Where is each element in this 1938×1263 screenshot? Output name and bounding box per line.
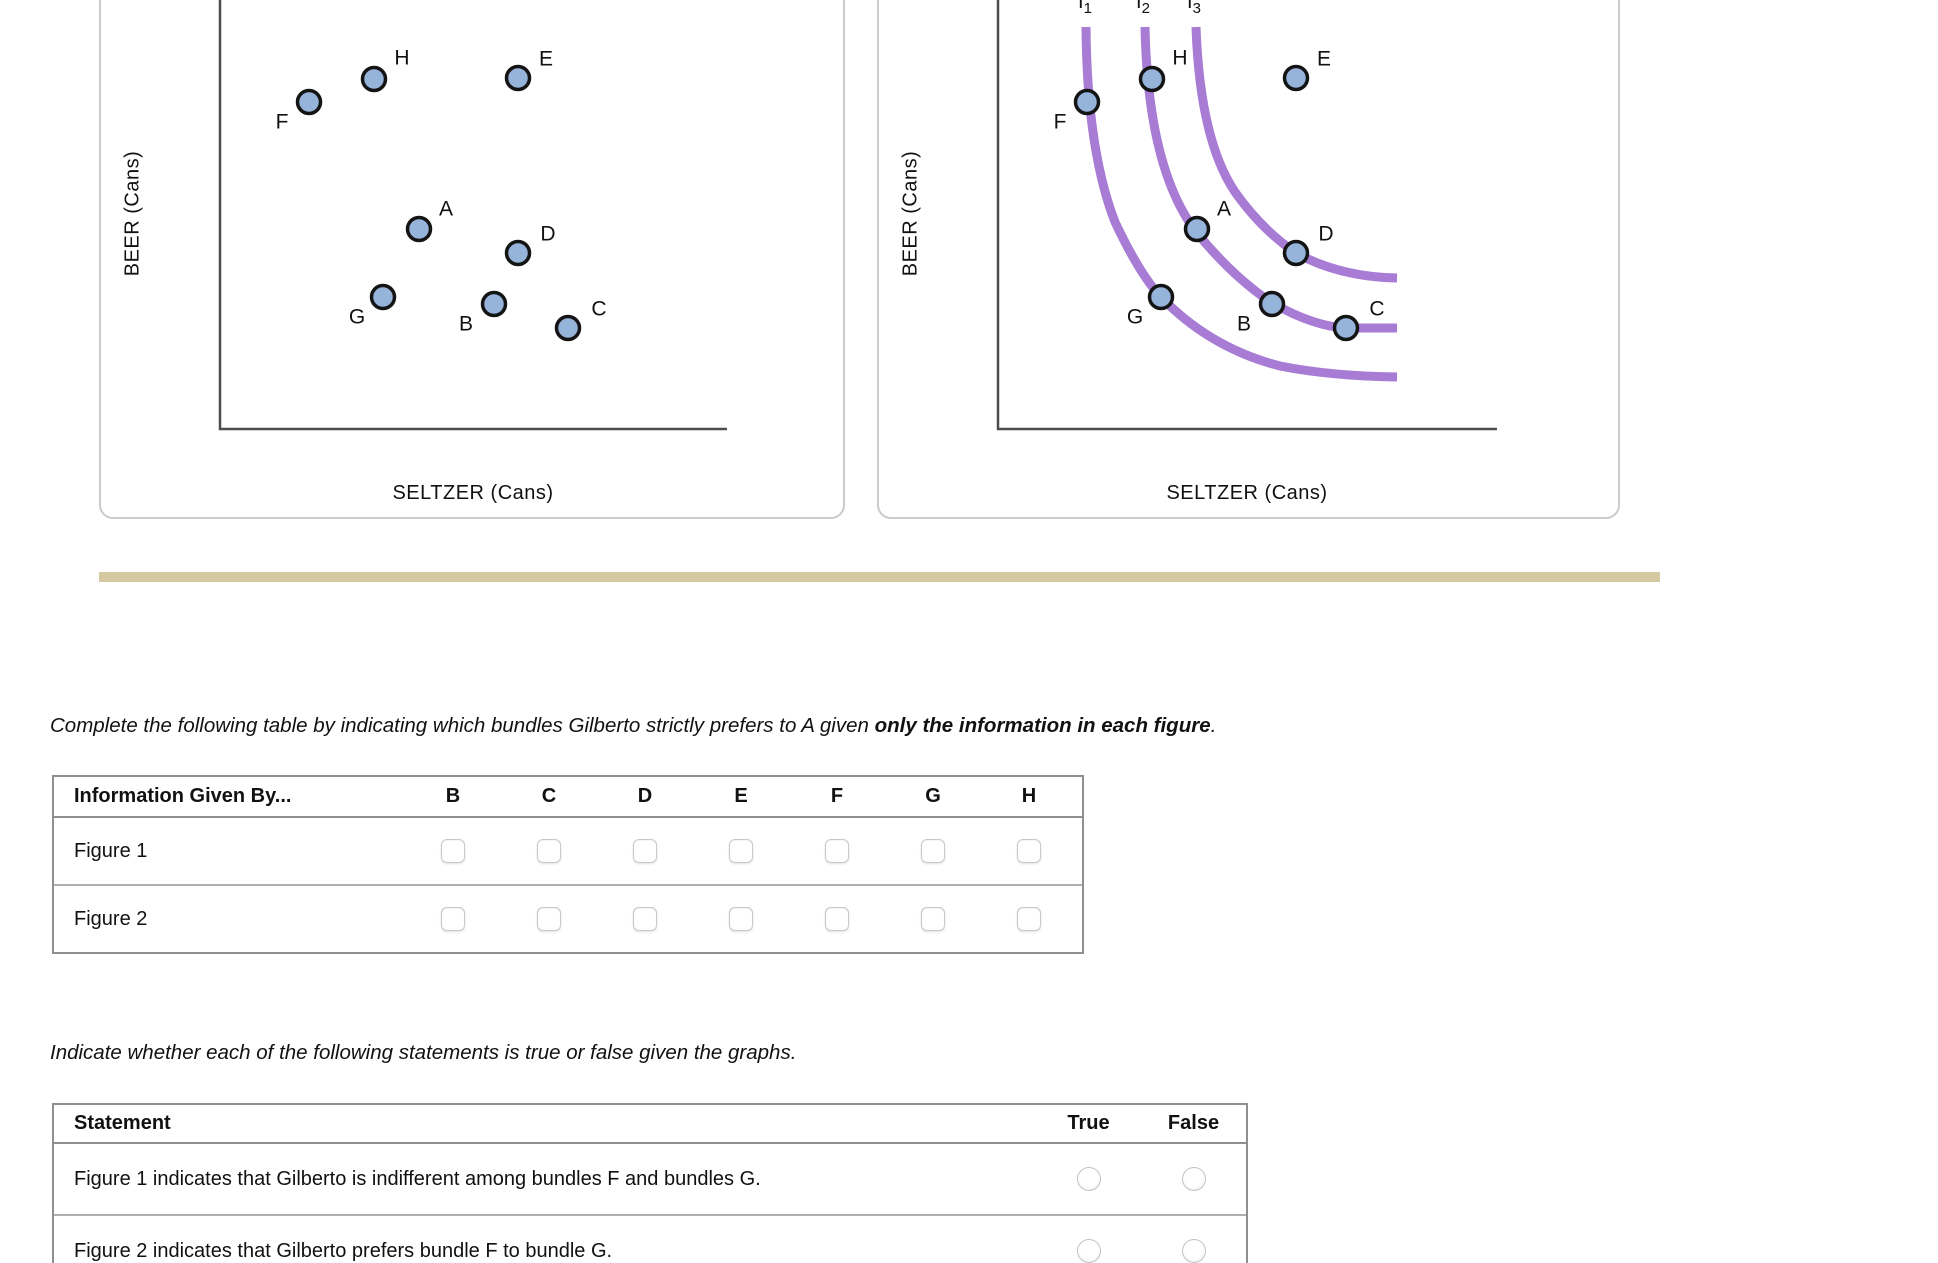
checkbox-cell — [981, 907, 1077, 931]
instruction-bold: only the information in each figure — [874, 714, 1211, 737]
checkbox-figure1-H[interactable] — [1017, 839, 1041, 863]
checkbox-cell — [405, 839, 501, 863]
checkbox-figure2-E[interactable] — [729, 907, 753, 931]
checkbox-figure2-H[interactable] — [1017, 907, 1041, 931]
column-header-B: B — [445, 785, 461, 807]
preference-table-header: Information Given By... B C D E F G H — [54, 777, 1082, 818]
radio-cell — [1141, 1167, 1246, 1191]
curve-label-I2: I2 — [1136, 0, 1150, 20]
truefalse-table: Statement True False Figure 1 indicates … — [52, 1103, 1248, 1263]
statement-row-2: Figure 2 indicates that Gilberto prefers… — [54, 1214, 1246, 1263]
checkbox-cell — [597, 839, 693, 863]
figure2-x-axis-label: SELTZER (Cans) — [1166, 482, 1328, 504]
truefalse-table-body: Figure 1 indicates that Gilberto is indi… — [54, 1144, 1246, 1263]
checkbox-cell — [501, 839, 597, 863]
statement-text: Figure 2 indicates that Gilberto prefers… — [74, 1239, 613, 1262]
statement-text: Figure 1 indicates that Gilberto is indi… — [74, 1167, 761, 1190]
checkbox-cell — [501, 907, 597, 931]
statement-column-header: Statement — [74, 1112, 171, 1134]
figure2-y-axis-label: BEER (Cans) — [899, 150, 922, 277]
column-header-H: H — [1021, 785, 1037, 807]
curve-label-subscript: 3 — [1192, 0, 1201, 17]
preference-table-column-headers: B C D E F G H — [405, 785, 1077, 808]
checkbox-cell — [981, 839, 1077, 863]
instruction-suffix: . — [1210, 714, 1217, 737]
checkbox-cell — [597, 907, 693, 931]
radio-statement1-false[interactable] — [1181, 1167, 1206, 1191]
radio-statement1-true[interactable] — [1076, 1167, 1101, 1191]
checkbox-cell — [789, 839, 885, 863]
checkbox-figure2-B[interactable] — [441, 907, 465, 931]
table-instruction-text: Complete the following table by indicati… — [50, 714, 1216, 738]
preference-table: Information Given By... B C D E F G H Figure 1… — [52, 775, 1084, 954]
figure2-panel — [877, 0, 1620, 519]
checkbox-figure2-G[interactable] — [921, 907, 945, 931]
truefalse-table-header: Statement True False — [54, 1105, 1246, 1144]
curve-label-subscript: 2 — [1141, 0, 1150, 17]
radio-statement2-false[interactable] — [1181, 1239, 1206, 1263]
pref-table-row-figure-2: Figure 2 — [54, 884, 1082, 952]
truefalse-instruction-text: Indicate whether each of the following s… — [50, 1041, 797, 1064]
checkbox-figure1-E[interactable] — [729, 839, 753, 863]
checkbox-cell — [405, 907, 501, 931]
true-column-header: True — [1067, 1112, 1110, 1134]
checkbox-cell — [885, 839, 981, 863]
radio-cell — [1036, 1239, 1141, 1263]
checkbox-figure2-C[interactable] — [537, 907, 561, 931]
checkbox-figure2-D[interactable] — [633, 907, 657, 931]
checkbox-figure1-D[interactable] — [633, 839, 657, 863]
column-header-F: F — [830, 785, 844, 807]
false-column-header: False — [1167, 1112, 1220, 1134]
preference-table-header-label: Information Given By... — [74, 785, 292, 807]
figure1-y-axis-label: BEER (Cans) — [121, 150, 144, 277]
checkbox-cell — [885, 907, 981, 931]
column-header-D: D — [637, 785, 653, 807]
radio-statement2-true[interactable] — [1076, 1239, 1101, 1263]
pref-table-row-figure-1: Figure 1 — [54, 818, 1082, 884]
checkbox-figure1-F[interactable] — [825, 839, 849, 863]
figure1-panel — [99, 0, 845, 519]
checkbox-cell — [693, 839, 789, 863]
radio-cell — [1141, 1239, 1246, 1263]
checkbox-figure1-B[interactable] — [441, 839, 465, 863]
row-label: Figure 1 — [74, 839, 148, 862]
column-header-G: G — [925, 785, 941, 807]
curve-label-I1: I1 — [1078, 0, 1092, 20]
row-label: Figure 2 — [74, 907, 148, 930]
checkbox-figure1-G[interactable] — [921, 839, 945, 863]
column-header-E: E — [734, 785, 748, 807]
curve-label-subscript: 1 — [1083, 0, 1092, 17]
curve-label-I3: I3 — [1187, 0, 1201, 20]
checkbox-figure2-F[interactable] — [825, 907, 849, 931]
figure1-x-axis-label: SELTZER (Cans) — [392, 482, 554, 504]
section-divider — [99, 572, 1660, 582]
radio-cell — [1036, 1167, 1141, 1191]
instruction-prefix: Complete the following table by indicati… — [50, 714, 875, 737]
column-header-C: C — [541, 785, 557, 807]
checkbox-cell — [789, 907, 885, 931]
checkbox-cell — [693, 907, 789, 931]
preference-table-body: Figure 1 Figure 2 — [54, 818, 1082, 952]
checkbox-figure1-C[interactable] — [537, 839, 561, 863]
statement-row-1: Figure 1 indicates that Gilberto is indi… — [54, 1144, 1246, 1214]
